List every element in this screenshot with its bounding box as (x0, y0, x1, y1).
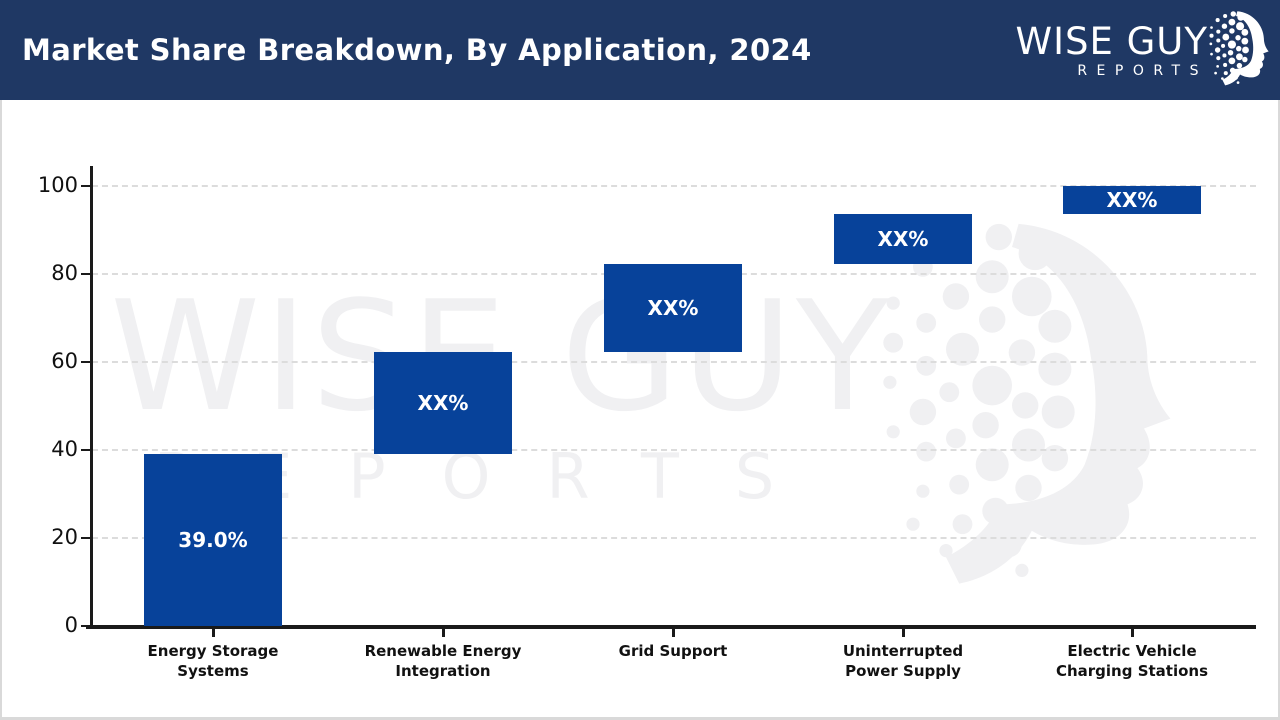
category-label-line: Uninterrupted (842, 642, 964, 660)
x-tick (1131, 629, 1134, 637)
y-tick-80 (81, 273, 90, 275)
y-axis-line (90, 166, 93, 628)
y-tick-60 (81, 361, 90, 363)
y-tick-20 (81, 537, 90, 539)
brand-logo: WISE GUY REPORTS (1016, 9, 1270, 91)
bar-segment: XX% (604, 263, 742, 352)
bar-value-label: XX% (417, 391, 469, 416)
category-label-line: Power Supply (845, 662, 961, 681)
brand-text: WISE GUY REPORTS (1016, 23, 1208, 78)
watermark-head-icon (847, 212, 1177, 612)
x-tick (902, 629, 905, 637)
y-tick-label-80: 80 (51, 261, 78, 285)
x-tick (212, 629, 215, 637)
y-tick-0 (81, 625, 90, 627)
x-tick (672, 629, 675, 637)
bar-segment: 39.0% (144, 454, 282, 626)
category-label-line: Renewable Energy (364, 642, 522, 660)
category-label-line: Systems (177, 662, 249, 681)
bar-segment: XX% (374, 351, 512, 455)
brand-head-icon (1202, 9, 1270, 91)
category-label-line: Integration (395, 662, 491, 681)
bar-value-label: XX% (1106, 188, 1158, 213)
header-bar: Market Share Breakdown, By Application, … (0, 0, 1280, 100)
gridline-100 (92, 185, 1256, 187)
x-tick (442, 629, 445, 637)
y-tick-label-40: 40 (51, 437, 78, 461)
x-axis-line (86, 625, 1256, 629)
gridline-60 (92, 361, 1256, 363)
brand-name: WISE GUY (1015, 19, 1208, 63)
gridline-40 (92, 449, 1256, 451)
bar-segment: XX% (1063, 186, 1201, 215)
y-tick-40 (81, 449, 90, 451)
category-label-line: Charging Stations (1055, 662, 1209, 681)
y-tick-label-20: 20 (51, 525, 78, 549)
gridline-20 (92, 537, 1256, 539)
chart-canvas: WISE GUY REPORTS 0 20 40 60 80 100 39.0% Energy… (0, 100, 1280, 720)
bar-value-label: XX% (877, 227, 929, 252)
category-label: Electric Vehicle Charging Stations (1017, 641, 1247, 682)
category-label: Renewable Energy Integration (328, 641, 558, 682)
category-label: Uninterrupted Power Supply (788, 641, 1018, 682)
category-label: Grid Support (558, 641, 788, 661)
y-tick-label-100: 100 (37, 173, 78, 197)
category-label: Energy Storage Systems (98, 641, 328, 682)
y-tick-label-60: 60 (51, 349, 78, 373)
y-tick-100 (81, 185, 90, 187)
category-label-line: Grid Support (618, 642, 728, 660)
y-tick-label-0: 0 (64, 613, 78, 637)
bar-segment: XX% (834, 214, 972, 264)
bar-value-label: XX% (647, 295, 699, 320)
category-label-line: Energy Storage (147, 642, 279, 660)
category-label-line: Electric Vehicle (1067, 642, 1197, 660)
brand-subname: REPORTS (1077, 62, 1208, 79)
bar-value-label: 39.0% (178, 528, 248, 553)
chart-title: Market Share Breakdown, By Application, … (22, 33, 812, 67)
